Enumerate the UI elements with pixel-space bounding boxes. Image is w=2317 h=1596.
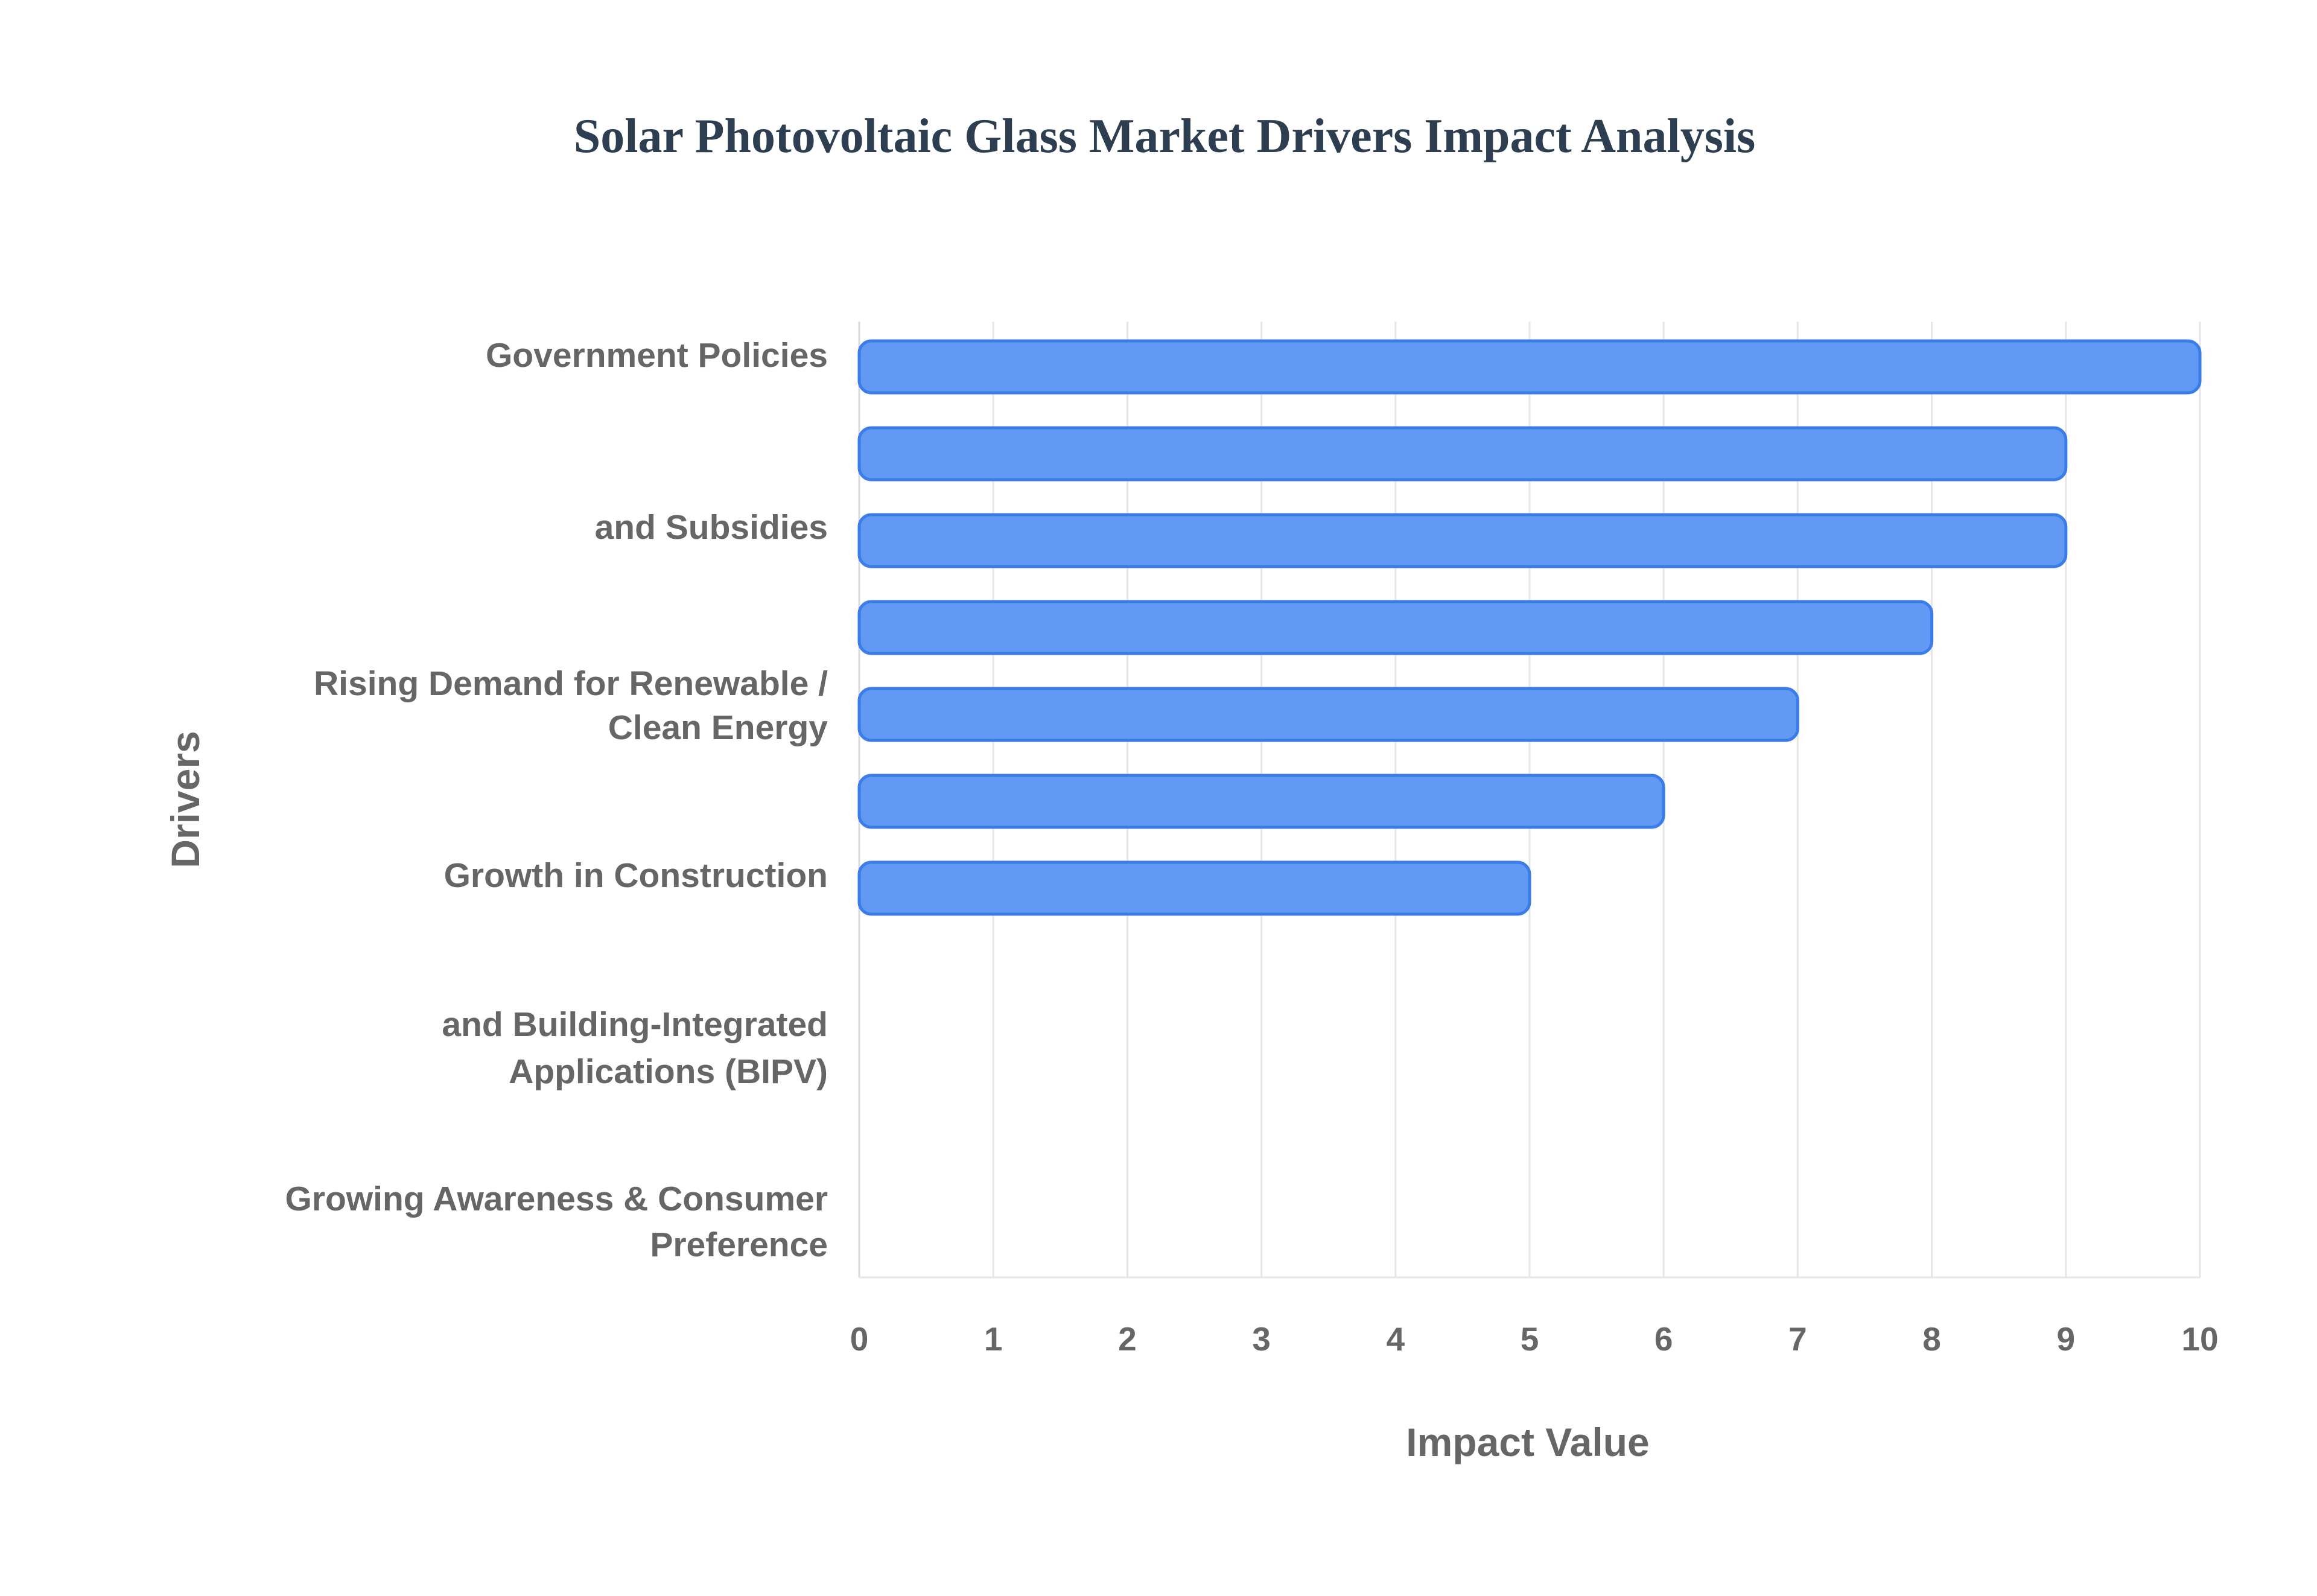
- bar: [857, 339, 2202, 395]
- category-label: Rising Demand for Renewable / Clean Energ…: [314, 664, 828, 747]
- x-tick-label: 5: [1521, 1320, 1539, 1358]
- bar: [857, 687, 1799, 742]
- category-label: and Subsidies: [595, 508, 828, 547]
- x-tick-labels: 0 1 2 3 4 5 6 7 8 9 10: [850, 1320, 2219, 1358]
- x-tick-label: 7: [1788, 1320, 1807, 1358]
- x-tick-label: 8: [1922, 1320, 1941, 1358]
- category-labels: Government Policies and Subsidies Rising D…: [285, 336, 828, 1264]
- bar: [857, 774, 1665, 829]
- bars: [857, 339, 2202, 916]
- x-tick-label: 1: [984, 1320, 1003, 1358]
- x-tick-label: 0: [850, 1320, 869, 1358]
- x-tick-label: 2: [1118, 1320, 1137, 1358]
- x-tick-label: 9: [2057, 1320, 2076, 1358]
- x-axis-title: Impact Value: [1406, 1420, 1650, 1464]
- bar: [857, 513, 2068, 568]
- category-label: Government Policies: [486, 336, 828, 375]
- chart-title: Solar Photovoltaic Glass Market Drivers …: [574, 110, 1755, 163]
- category-label: Growth in Construction: [444, 856, 828, 895]
- x-tick-label: 3: [1252, 1320, 1271, 1358]
- bar: [857, 600, 1934, 655]
- x-tick-label: 10: [2181, 1320, 2218, 1358]
- category-label: Growing Awareness & Consumer Preference: [285, 1180, 828, 1264]
- bar: [857, 426, 2068, 482]
- bar: [857, 860, 1531, 916]
- x-tick-label: 6: [1654, 1320, 1673, 1358]
- y-axis-title: Drivers: [163, 731, 208, 868]
- category-label: and Building-Integrated Applications (BIP…: [442, 1005, 828, 1091]
- x-tick-label: 4: [1387, 1320, 1405, 1358]
